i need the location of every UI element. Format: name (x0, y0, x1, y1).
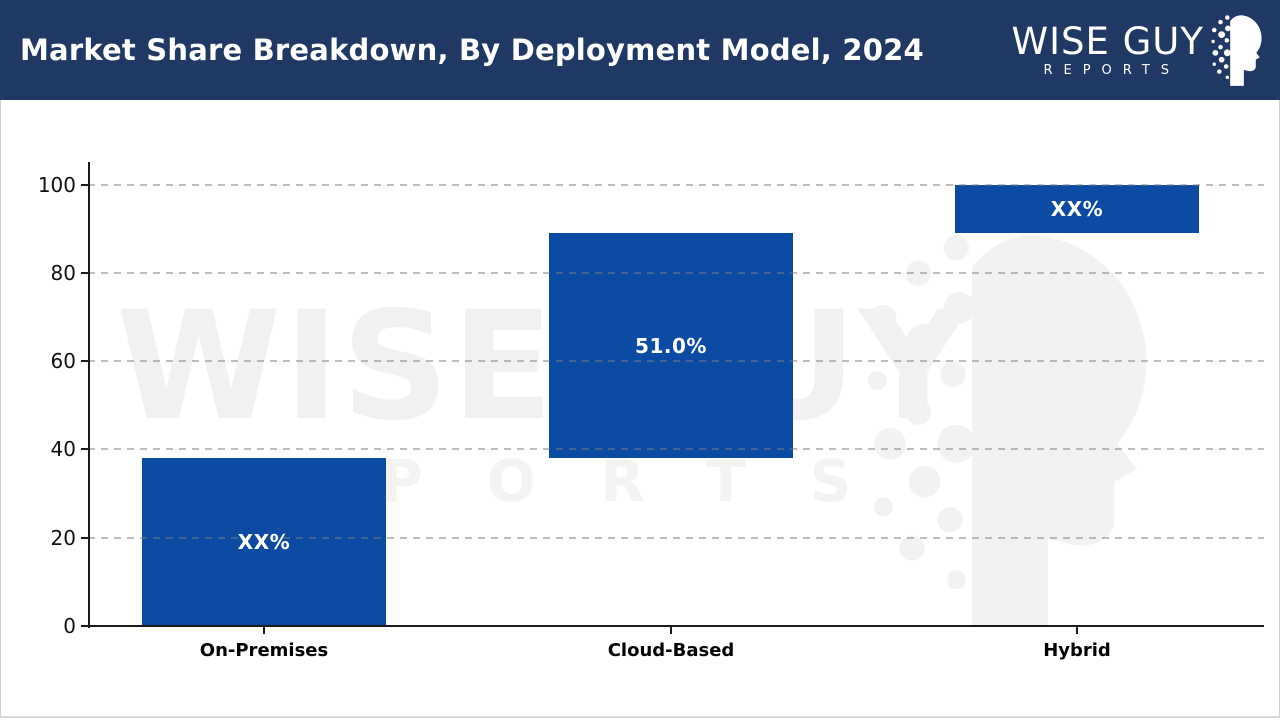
logo-head-icon (1211, 15, 1262, 86)
y-tick-label: 60 (50, 349, 76, 374)
bar-value-label: 51.0% (635, 333, 707, 358)
y-tick-mark (81, 271, 88, 274)
y-tick-label: 20 (50, 525, 76, 550)
bar-cloud-based (549, 233, 793, 459)
category-label-hybrid: Hybrid (1043, 640, 1111, 661)
y-tick-label: 80 (50, 260, 76, 285)
y-tick-label: 40 (50, 437, 76, 462)
x-tick-mark (263, 627, 265, 634)
logo-brand-name: WISE GUY (1011, 20, 1204, 63)
y-tick-label: 100 (37, 172, 76, 197)
x-tick-mark (1076, 627, 1078, 634)
header-banner: Market Share Breakdown, By Deployment Mo… (0, 0, 1280, 100)
bar-value-label: XX% (237, 530, 291, 555)
logo-brand-subtext: REPORTS (1043, 63, 1181, 78)
category-label-on-premises: On-Premises (199, 640, 329, 661)
gridline (88, 183, 1264, 186)
y-tick-mark (81, 625, 88, 627)
y-axis-line (88, 162, 90, 628)
y-tick-label: 0 (63, 614, 76, 638)
y-tick-mark (81, 360, 88, 363)
gridline (88, 271, 1264, 274)
x-axis-line (88, 625, 1264, 627)
brand-logo: WISE GUY REPORTS (1012, 0, 1266, 100)
bar-on-premises (142, 458, 386, 626)
chart-title: Market Share Breakdown, By Deployment Mo… (20, 33, 924, 67)
gridline (88, 448, 1264, 451)
y-tick-mark (81, 536, 88, 539)
bar-hybrid (955, 184, 1199, 234)
gridline (88, 360, 1264, 363)
watermark-head-icon (867, 235, 1147, 628)
x-tick-mark (670, 627, 672, 634)
y-tick-mark (81, 183, 88, 186)
gridline (88, 536, 1264, 539)
bar-value-label: XX% (1050, 196, 1104, 221)
category-label-cloud-based: Cloud-Based (607, 640, 735, 661)
y-tick-mark (81, 448, 88, 451)
logo-wordmark: WISE GUY REPORTS (1012, 23, 1204, 77)
